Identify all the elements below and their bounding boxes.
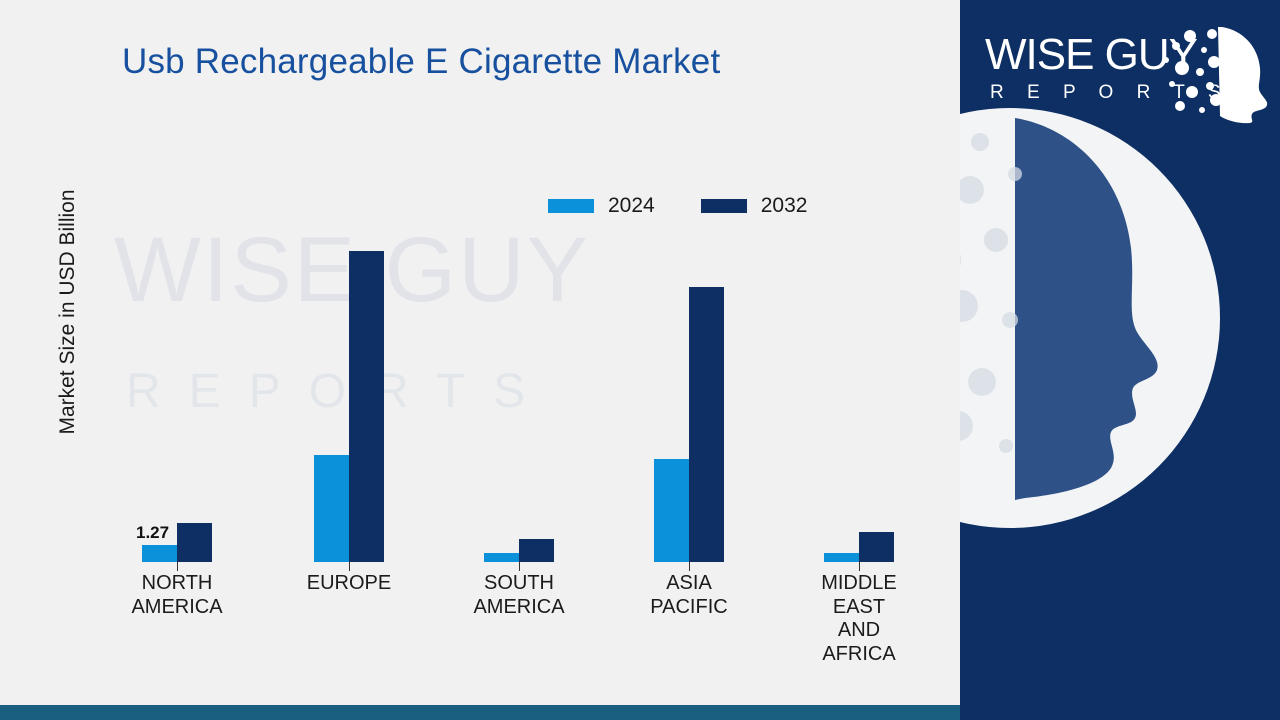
page-title: Usb Rechargeable E Cigarette Market [122,42,721,81]
logo-secondary-text: R E P O R T S [990,82,1230,103]
bar-chart: Market Size in USD Billion 2024 2032 NOR… [56,189,936,665]
logo-head-profile-icon [1163,27,1268,124]
x-axis-tick [689,562,690,571]
x-axis-tick [519,562,520,571]
bar-pair [484,220,554,562]
bar-2032[interactable] [689,287,724,562]
x-axis-category-label: NORTH AMERICA [131,572,223,618]
legend-label-2032: 2032 [760,194,808,217]
chart-legend: 2024 2032 [548,194,807,218]
legend-swatch-2024 [548,199,594,213]
bar-pair [654,220,724,562]
bottom-accent-strip [0,705,960,720]
logo-primary-text: WISE GUY [985,30,1198,79]
bar-2032[interactable] [349,251,384,562]
legend-item-2032[interactable]: 2032 [700,194,808,218]
bar-2032[interactable] [859,532,894,562]
panel-dot-pattern-decoration [960,133,1022,453]
legend-label-2024: 2024 [608,194,655,217]
panel-head-profile-icon [1015,118,1158,500]
y-axis-label: Market Size in USD Billion [56,189,79,435]
legend-swatch-2032 [700,199,747,213]
legend-item-2024[interactable]: 2024 [548,194,655,218]
bar-2032[interactable] [177,523,212,562]
x-axis-tick [859,562,860,571]
x-axis-category-label: SOUTH AMERICA [473,572,565,618]
brand-logo: WISE GUY R E P O R T S [985,27,1268,124]
x-axis-category-label: EUROPE [306,572,392,594]
brand-panel [960,0,1280,720]
bar-pair [314,220,384,562]
bar-2024[interactable] [484,553,519,562]
plot-area: NORTH AMERICA EUROPE SOUTH AMERICA ASIA PACIFI… [96,220,936,665]
bar-2024[interactable] [314,455,349,562]
x-axis-category-label: ASIA PACIFIC [650,572,728,618]
bar-2024[interactable] [654,459,689,562]
x-axis-category-label: MIDDLE EAST AND AFRICA [821,572,897,665]
bar-2024[interactable] [824,553,859,562]
x-axis-tick [177,562,178,571]
bar-pair [142,220,212,562]
bar-2032[interactable] [519,539,554,562]
bar-pair [824,220,894,562]
bar-2024[interactable] [142,545,177,562]
bar-value-label: 1.27 [136,523,170,542]
x-axis-tick [349,562,350,571]
